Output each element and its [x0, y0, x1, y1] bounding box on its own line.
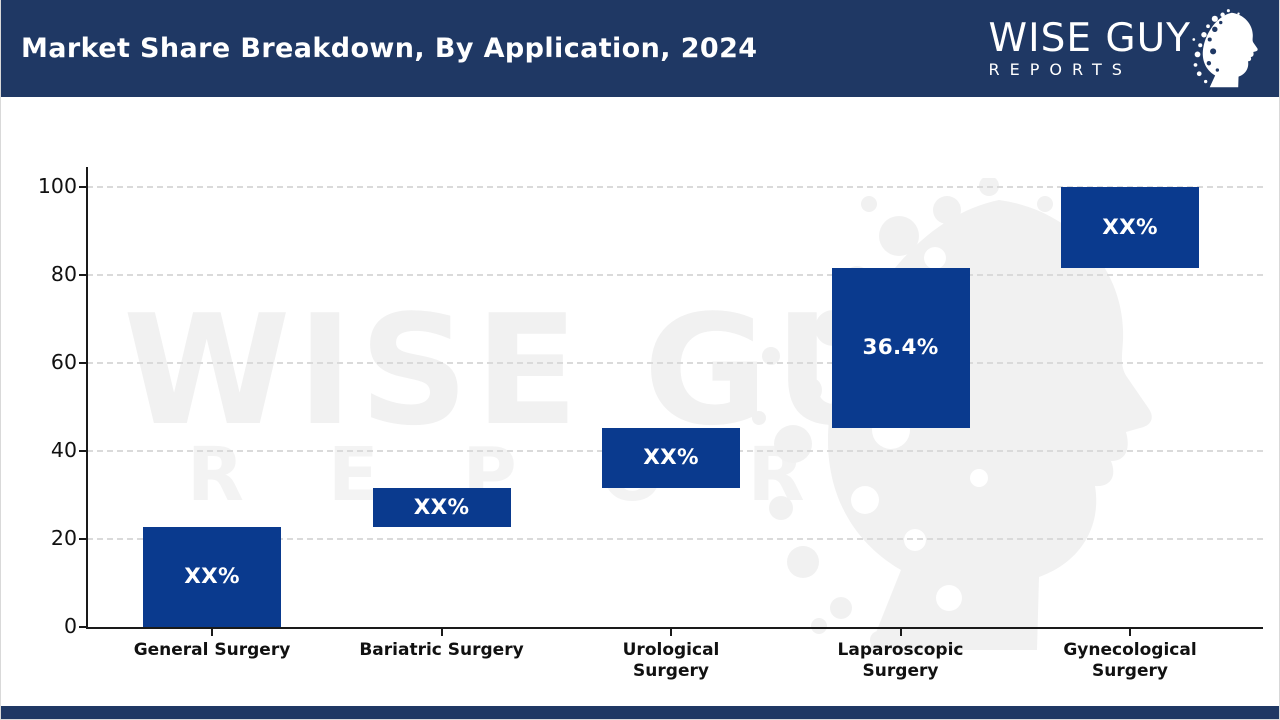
- y-tick-mark-20: [79, 537, 87, 541]
- head-profile-icon: [1192, 9, 1258, 88]
- y-tick-label-80: 80: [50, 261, 77, 286]
- bar-laparoscopic-surgery: 36.4%: [831, 267, 970, 428]
- y-tick-label-0: 0: [63, 614, 77, 638]
- logo-wordmark: WISE GUY: [988, 15, 1191, 61]
- y-tick-mark-80: [79, 273, 87, 276]
- y-tick-label-100: 100: [37, 173, 77, 198]
- header-bar: Market Share Breakdown, By Application, …: [1, 0, 1279, 97]
- x-tick-mark-3: [899, 627, 902, 636]
- y-tick-mark-0: [79, 626, 87, 629]
- x-tick-mark-0: [211, 627, 214, 636]
- y-tick-label-40: 40: [50, 437, 77, 462]
- x-category-label-4: Gynecological Surgery: [1063, 640, 1197, 681]
- x-category-label-0: General Surgery: [133, 640, 291, 660]
- gridline-20: [87, 537, 1263, 540]
- y-tick-label-60: 60: [50, 349, 77, 374]
- y-tick-mark-60: [79, 361, 87, 365]
- logo-text: WISE GUY REPORTS: [988, 15, 1191, 80]
- bar-value-label: XX%: [1102, 214, 1158, 240]
- footer-bar: [1, 706, 1279, 719]
- gridline-80: [87, 273, 1263, 276]
- x-category-label-2: Urological Surgery: [622, 640, 720, 681]
- bar-bariatric-surgery: XX%: [372, 487, 511, 527]
- wise-guy-reports-logo: WISE GUY REPORTS: [989, 9, 1267, 89]
- gridline-60: [87, 361, 1263, 364]
- bar-value-label: XX%: [643, 445, 699, 471]
- bar-urological-surgery: XX%: [602, 427, 740, 488]
- bar-value-label: XX%: [413, 494, 470, 520]
- bar-general-surgery: XX%: [143, 527, 281, 627]
- chart-title: Market Share Breakdown, By Application, …: [21, 33, 758, 64]
- y-tick-mark-40: [79, 449, 87, 453]
- logo-subtitle: REPORTS: [988, 59, 1132, 79]
- bar-value-label: 36.4%: [862, 335, 939, 361]
- x-tick-mark-1: [440, 627, 443, 636]
- gridline-100: [87, 185, 1263, 188]
- y-axis-line: [86, 167, 89, 629]
- x-category-label-1: Bariatric Surgery: [359, 640, 524, 660]
- y-tick-label-20: 20: [50, 525, 77, 550]
- bar-value-label: XX%: [184, 564, 240, 590]
- x-axis-line: [86, 626, 1263, 629]
- x-tick-mark-2: [670, 627, 673, 636]
- y-tick-mark-100: [79, 185, 87, 188]
- bar-gynecological-surgery: XX%: [1061, 186, 1199, 268]
- x-category-label-3: Laparoscopic Surgery: [837, 640, 964, 681]
- x-tick-mark-4: [1129, 627, 1132, 636]
